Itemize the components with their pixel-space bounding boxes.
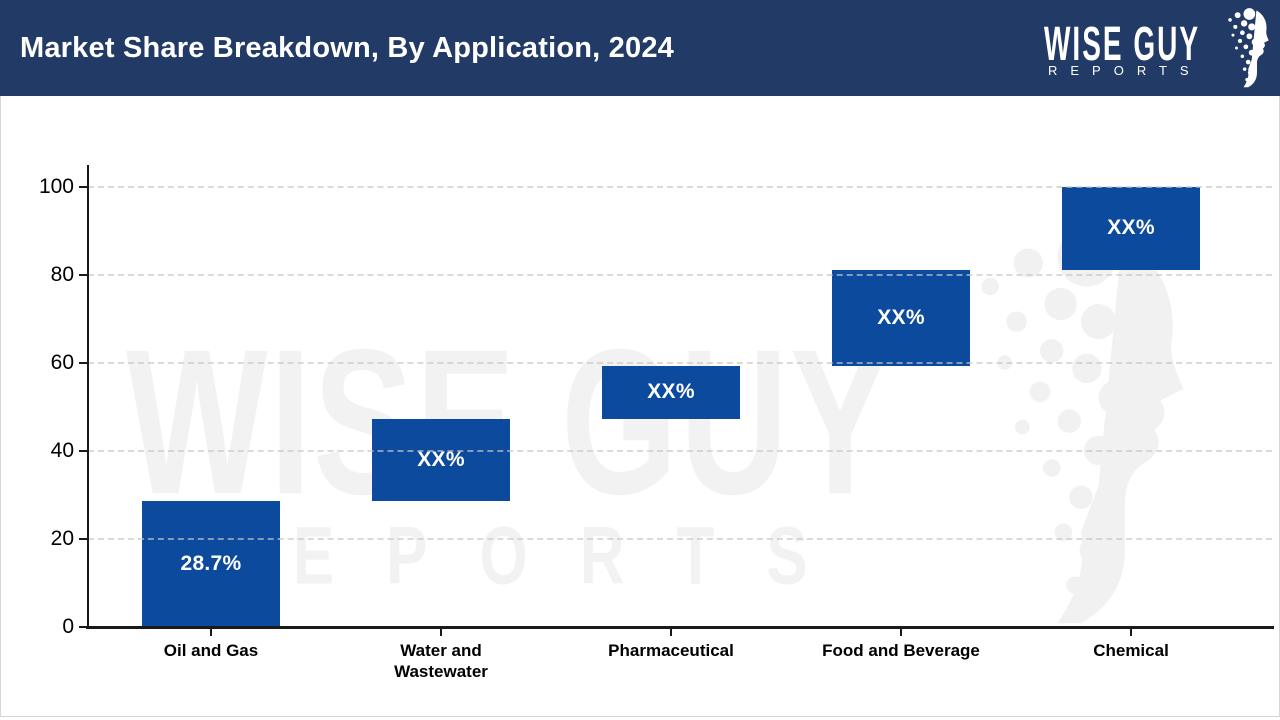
x-tick-mark — [900, 629, 902, 636]
x-category-label: Food and Beverage — [781, 640, 1021, 661]
x-axis-line — [86, 626, 1274, 629]
chart-title: Market Share Breakdown, By Application, … — [20, 31, 674, 64]
y-tick-mark — [79, 538, 87, 540]
x-category-label: Water and Wastewater — [321, 640, 561, 682]
bar-value-label: 28.7% — [180, 551, 242, 575]
x-category-label-line: Oil and Gas — [163, 641, 259, 660]
bar: XX% — [1062, 187, 1200, 270]
bar-value-label: XX% — [1107, 216, 1155, 240]
x-category-label-line: Food and Beverage — [822, 641, 980, 660]
brand-sub: REPORTS — [1048, 63, 1202, 78]
y-tick-label: 80 — [50, 263, 74, 286]
x-category-label: Chemical — [1011, 640, 1251, 661]
y-tick-mark — [79, 626, 87, 628]
bar: XX% — [832, 269, 970, 366]
y-tick-label: 60 — [50, 351, 74, 374]
y-tick-label: 0 — [62, 615, 74, 638]
header-bar: Market Share Breakdown, By Application, … — [0, 0, 1280, 96]
x-tick-mark — [1130, 629, 1132, 636]
x-category-label-line: Chemical — [1093, 641, 1169, 660]
bar-value-label: XX% — [877, 305, 925, 329]
bar-value-label: XX% — [417, 447, 465, 471]
y-tick-mark — [79, 274, 87, 276]
y-tick-label: 20 — [50, 527, 74, 550]
y-tick-mark — [79, 186, 87, 188]
watermark-subtext: REPORTS — [196, 510, 860, 602]
gridline — [88, 450, 1272, 452]
bar: 28.7% — [142, 500, 280, 627]
gridline — [88, 538, 1272, 540]
y-axis-line — [87, 165, 89, 628]
y-tick-label: 100 — [38, 175, 74, 198]
x-category-label-line: Water and — [400, 641, 482, 660]
bar: XX% — [372, 418, 510, 501]
x-tick-mark — [440, 629, 442, 636]
x-category-label: Pharmaceutical — [551, 640, 791, 661]
x-category-label: Oil and Gas — [91, 640, 331, 661]
bar: XX% — [602, 365, 740, 419]
brand-face-icon — [1228, 8, 1269, 88]
x-tick-mark — [210, 629, 212, 636]
bar-value-label: XX% — [647, 380, 695, 404]
x-category-label-line: Wastewater — [394, 662, 488, 681]
x-category-label-line: Pharmaceutical — [608, 641, 734, 660]
gridline — [88, 186, 1272, 188]
gridline — [88, 362, 1272, 364]
y-tick-label: 40 — [50, 439, 74, 462]
y-tick-mark — [79, 450, 87, 452]
y-tick-mark — [79, 362, 87, 364]
gridline — [88, 274, 1272, 276]
brand-name: WISE GUY — [1044, 17, 1201, 71]
x-tick-mark — [670, 629, 672, 636]
